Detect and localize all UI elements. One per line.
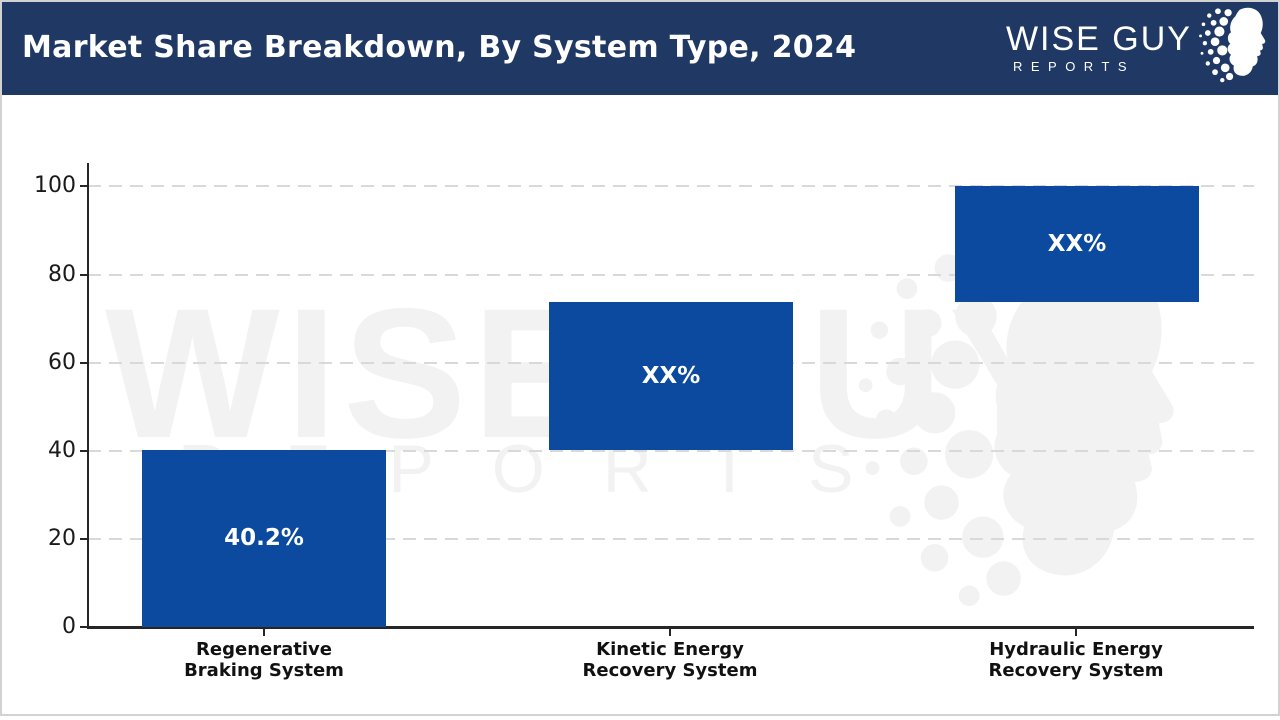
logo-subtitle: REPORTS (1012, 59, 1136, 74)
dotted-face-icon (1199, 7, 1266, 83)
x-tick (669, 629, 671, 636)
y-axis-line (87, 163, 89, 628)
category-line: Kinetic Energy (596, 639, 744, 660)
y-tick (80, 185, 87, 187)
x-category-label: Hydraulic Energy Recovery System (911, 639, 1241, 681)
y-tick-label: 80 (48, 262, 76, 287)
gridline-80 (88, 274, 1254, 276)
y-tick-label: 20 (48, 526, 76, 551)
header-bar: Market Share Breakdown, By System Type, … (0, 0, 1280, 95)
category-line: Recovery System (988, 660, 1164, 681)
y-tick (80, 626, 87, 628)
logo-text: WISE GUY REPORTS (1006, 21, 1192, 74)
wise-guy-logo: WISE GUY REPORTS (1006, 3, 1268, 92)
x-category-label: Kinetic Energy Recovery System (505, 639, 835, 681)
y-tick (80, 362, 87, 364)
y-tick (80, 538, 87, 540)
gridline-100 (88, 185, 1254, 187)
chart-title: Market Share Breakdown, By System Type, … (22, 30, 857, 65)
y-tick-label: 0 (62, 614, 76, 639)
logo-name: WISE GUY (1005, 20, 1192, 58)
x-axis-line (87, 626, 1254, 629)
gridline-40 (88, 450, 1254, 452)
x-tick (263, 629, 265, 636)
bar-regenerative-braking: 40.2% (142, 449, 386, 627)
y-tick (80, 274, 87, 276)
x-category-label: Regenerative Braking System (99, 639, 429, 681)
category-line: Regenerative (196, 639, 332, 660)
bar-value-label: XX% (1047, 230, 1107, 257)
bar-value-label: XX% (641, 362, 701, 389)
gridline-20 (88, 538, 1254, 540)
bar-kinetic-energy-recovery: XX% (549, 301, 793, 450)
watermark-face-icon (858, 251, 1174, 607)
bar-hydraulic-energy-recovery: XX% (955, 186, 1199, 302)
x-tick (1075, 629, 1077, 636)
category-line: Recovery System (582, 660, 758, 681)
y-tick-label: 60 (48, 350, 76, 375)
bar-value-label: 40.2% (224, 525, 304, 552)
y-tick-label: 40 (48, 438, 76, 463)
category-line: Braking System (184, 660, 344, 681)
y-tick (80, 450, 87, 452)
category-line: Hydraulic Energy (989, 639, 1163, 660)
y-tick-label: 100 (34, 173, 76, 198)
